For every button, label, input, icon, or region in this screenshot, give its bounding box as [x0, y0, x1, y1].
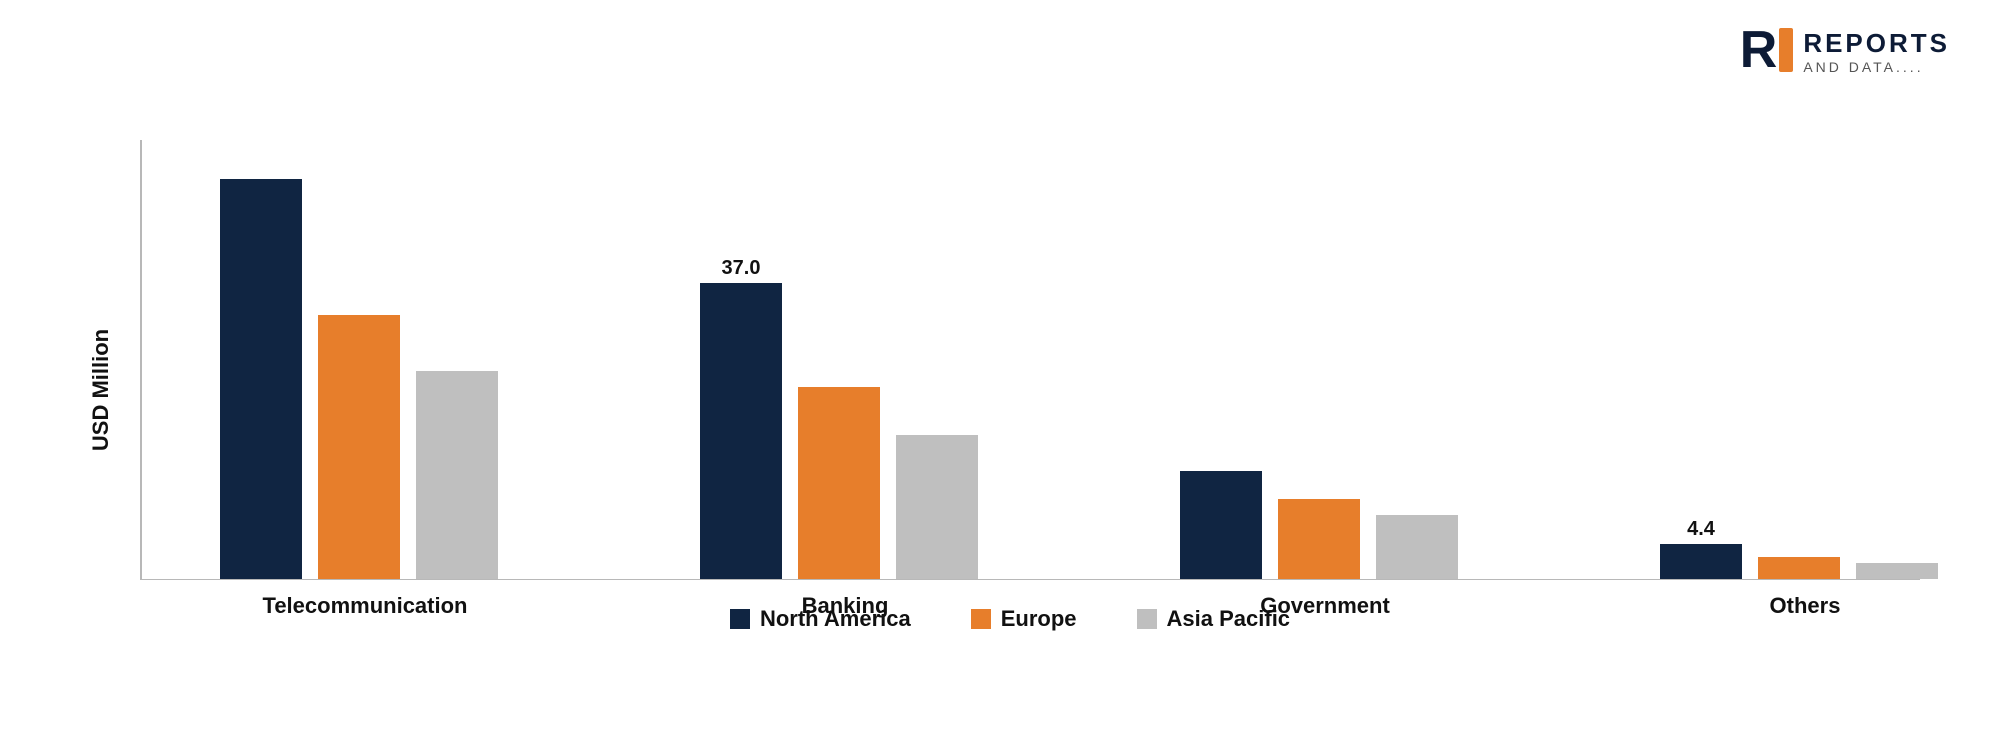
- bar: [1758, 557, 1840, 579]
- logo-mark: R: [1740, 24, 1794, 76]
- bar: [220, 179, 302, 579]
- logo-letter: R: [1740, 24, 1776, 76]
- bar: [896, 435, 978, 579]
- legend-swatch-icon: [730, 609, 750, 629]
- bar-value-label: 4.4: [1687, 518, 1715, 541]
- y-axis-label: USD Million: [88, 329, 114, 451]
- bar: [1278, 499, 1360, 579]
- legend: North America Europe Asia Pacific: [100, 606, 1920, 632]
- bar-group: [1180, 471, 1458, 579]
- legend-swatch-icon: [1137, 609, 1157, 629]
- bar-group: 4.4: [1660, 544, 1938, 579]
- bar: [318, 315, 400, 579]
- chart: USD Million Telecommunication37.0Banking…: [100, 140, 1920, 640]
- logo-line2: AND DATA....: [1803, 59, 1950, 75]
- bar-value-label: 37.0: [722, 257, 761, 280]
- bar-group: [220, 179, 498, 579]
- bar-group: 37.0: [700, 283, 978, 579]
- bar: [798, 387, 880, 579]
- bar: [416, 371, 498, 579]
- legend-label: Asia Pacific: [1167, 606, 1291, 632]
- bar: 37.0: [700, 283, 782, 579]
- bar: [1376, 515, 1458, 579]
- bar: [1180, 471, 1262, 579]
- legend-item: North America: [730, 606, 911, 632]
- legend-swatch-icon: [971, 609, 991, 629]
- plot-area: Telecommunication37.0BankingGovernment4.…: [140, 140, 1920, 580]
- y-axis-line: [140, 140, 142, 579]
- legend-label: North America: [760, 606, 911, 632]
- brand-logo: R REPORTS AND DATA....: [1740, 24, 1950, 76]
- logo-bar-icon: [1779, 28, 1793, 72]
- bar: [1856, 563, 1938, 579]
- legend-item: Europe: [971, 606, 1077, 632]
- logo-text: REPORTS AND DATA....: [1803, 24, 1950, 75]
- logo-line1: REPORTS: [1803, 28, 1950, 59]
- legend-label: Europe: [1001, 606, 1077, 632]
- chart-canvas: R REPORTS AND DATA.... USD Million Telec…: [0, 0, 2000, 741]
- legend-item: Asia Pacific: [1137, 606, 1291, 632]
- bar: 4.4: [1660, 544, 1742, 579]
